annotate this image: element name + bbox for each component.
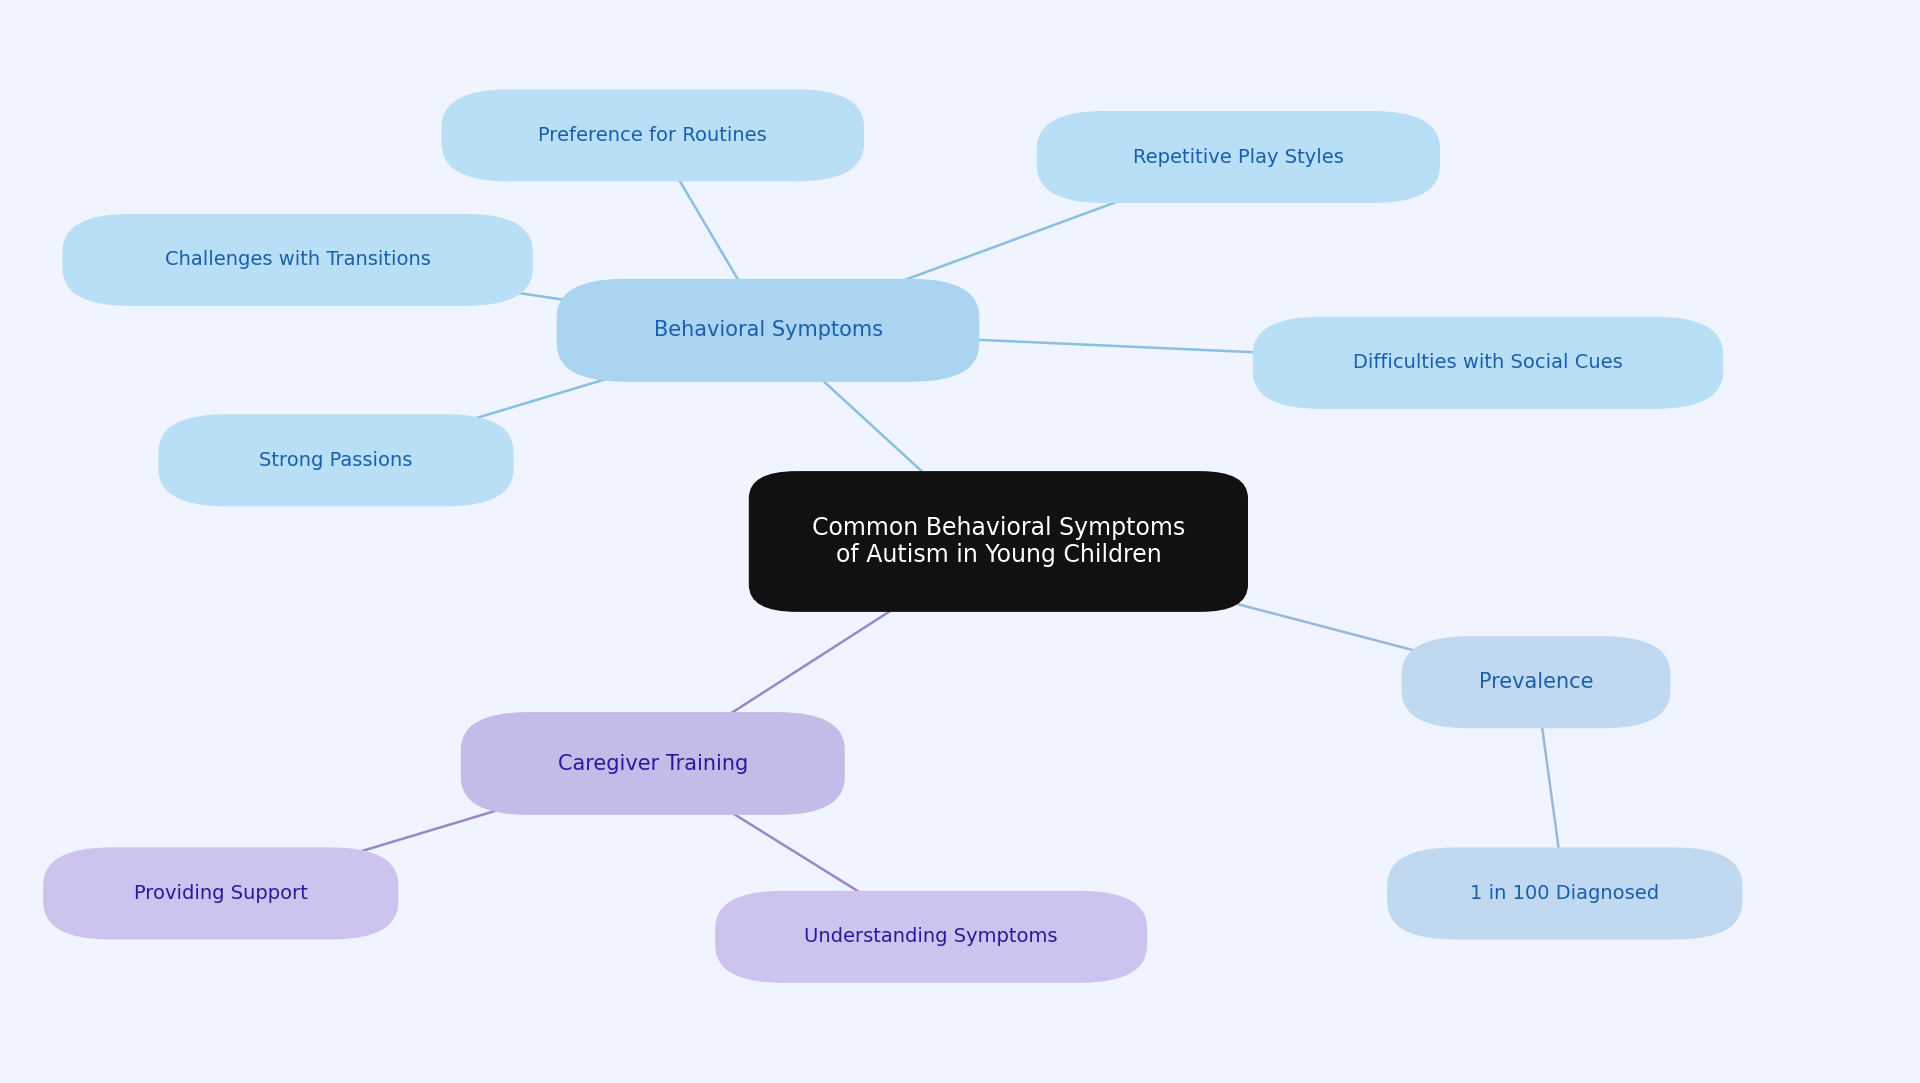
Text: Providing Support: Providing Support [134,884,307,903]
Text: Difficulties with Social Cues: Difficulties with Social Cues [1354,353,1622,373]
Text: Prevalence: Prevalence [1478,673,1594,692]
FancyBboxPatch shape [61,214,532,305]
FancyBboxPatch shape [461,713,845,815]
Text: Preference for Routines: Preference for Routines [538,126,768,145]
Text: Caregiver Training: Caregiver Training [557,754,749,773]
FancyBboxPatch shape [557,279,979,382]
FancyBboxPatch shape [749,471,1248,612]
FancyBboxPatch shape [1386,847,1741,940]
Text: Understanding Symptoms: Understanding Symptoms [804,927,1058,947]
FancyBboxPatch shape [1402,637,1670,728]
FancyBboxPatch shape [1254,317,1724,409]
FancyBboxPatch shape [1037,112,1440,204]
Text: Behavioral Symptoms: Behavioral Symptoms [653,321,883,340]
FancyBboxPatch shape [714,890,1146,983]
FancyBboxPatch shape [157,415,513,507]
Text: Strong Passions: Strong Passions [259,451,413,470]
FancyBboxPatch shape [442,90,864,182]
Text: Common Behavioral Symptoms
of Autism in Young Children: Common Behavioral Symptoms of Autism in … [812,516,1185,567]
Text: Challenges with Transitions: Challenges with Transitions [165,250,430,270]
FancyBboxPatch shape [44,847,399,940]
Text: 1 in 100 Diagnosed: 1 in 100 Diagnosed [1471,884,1659,903]
Text: Repetitive Play Styles: Repetitive Play Styles [1133,147,1344,167]
